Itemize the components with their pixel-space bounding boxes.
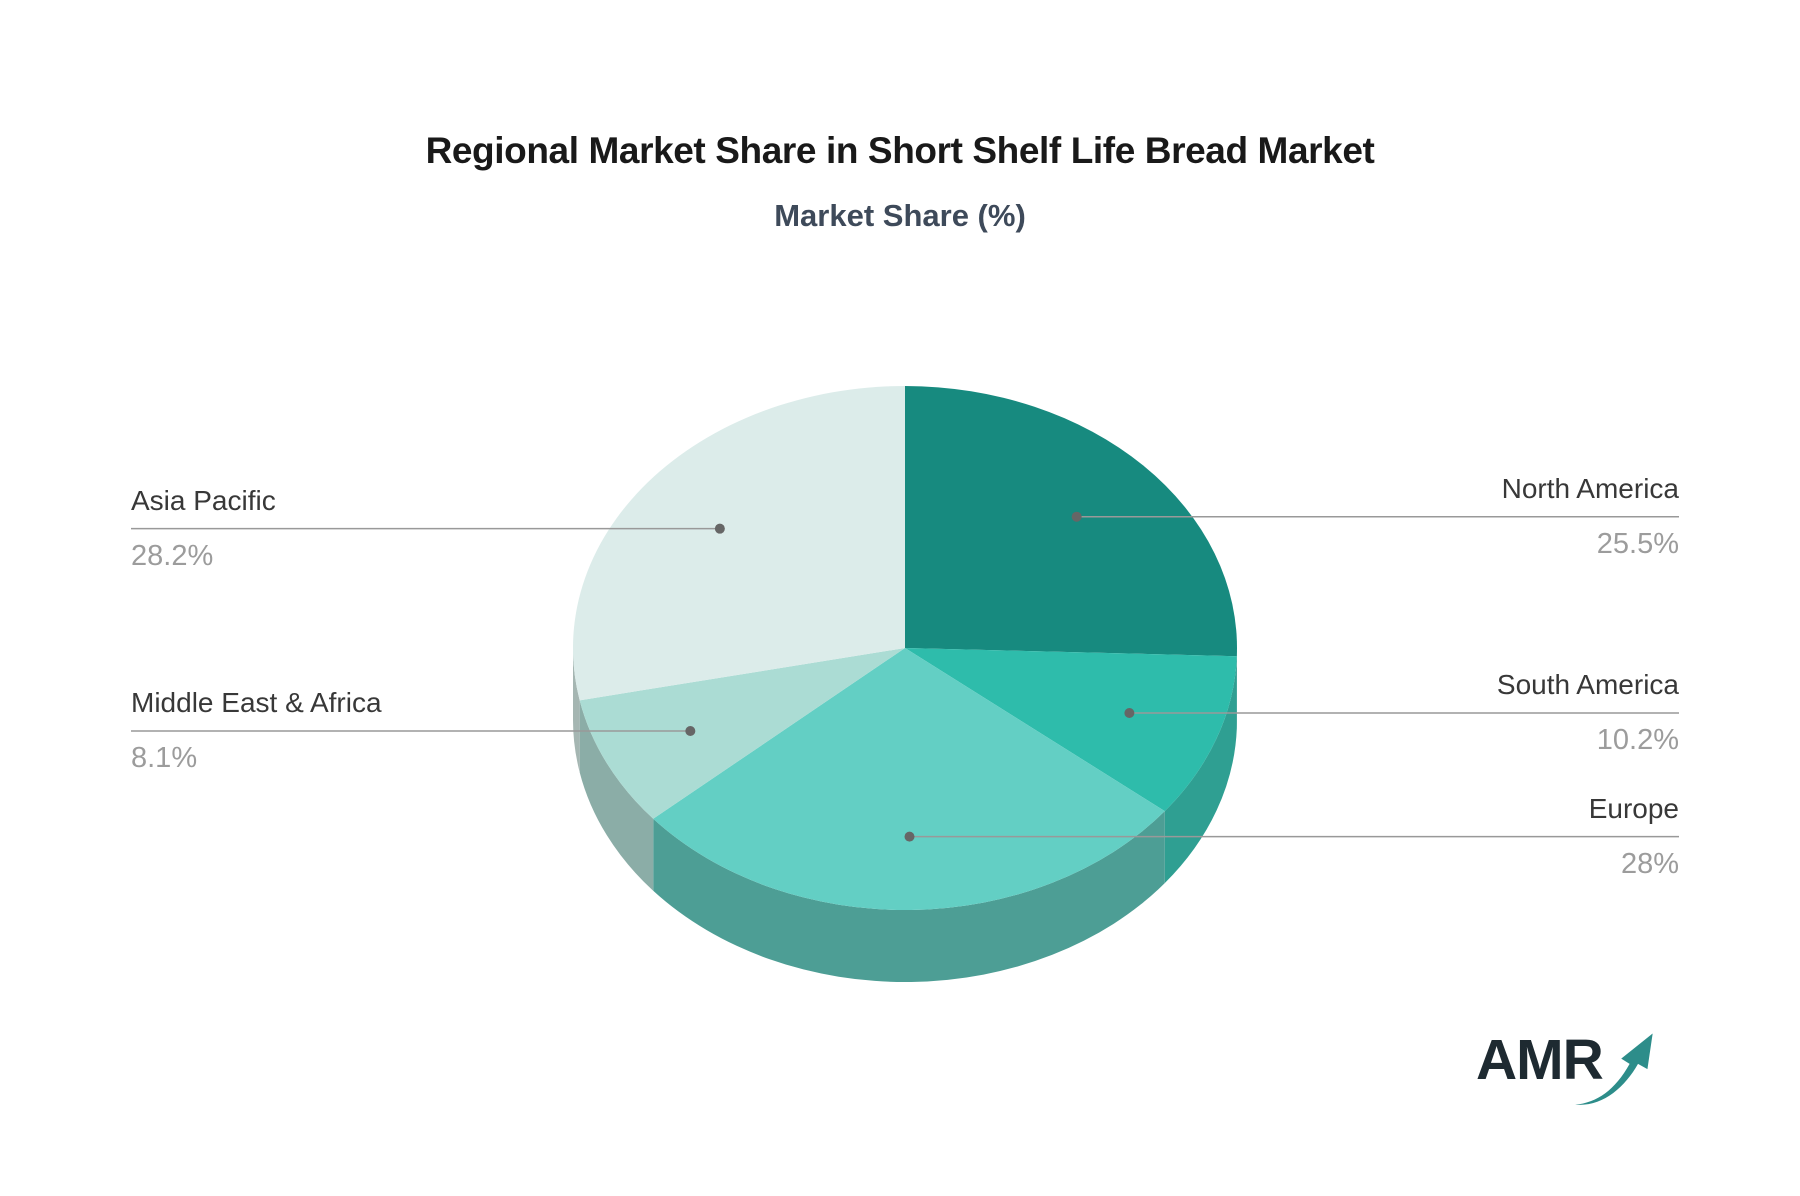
pie-slice-middle-east-africa[interactable] <box>579 648 905 819</box>
leader-dot-asia-pacific <box>714 523 725 534</box>
pie-label-name-north-america: North America <box>1501 472 1679 504</box>
pie-slice-side-asia-pacific <box>573 648 580 773</box>
pie-label-value-middle-east-africa: 8.1% <box>131 741 198 774</box>
pie-label-name-south-america: South America <box>1496 669 1679 700</box>
pie-slice-europe[interactable] <box>653 648 1165 911</box>
leader-dot-north-america <box>1071 511 1082 522</box>
amr-logo-arrow-icon <box>1575 1033 1653 1105</box>
leader-dot-europe <box>904 831 915 842</box>
chart-subtitle: Market Share (%) <box>774 198 1026 233</box>
pie-slice-south-america[interactable] <box>905 648 1237 812</box>
pie-label-name-asia-pacific: Asia Pacific <box>131 484 276 516</box>
pie-slice-asia-pacific[interactable] <box>573 386 905 701</box>
amr-logo: AMR <box>1476 1030 1666 1110</box>
amr-logo-text: AMR <box>1476 1028 1604 1092</box>
chart-title: Regional Market Share in Short Shelf Lif… <box>425 130 1375 171</box>
pie-label-name-europe: Europe <box>1588 792 1679 824</box>
pie-slice-side-south-america <box>1164 656 1237 884</box>
pie-slice-side-europe <box>653 811 1165 983</box>
pie-label-value-europe: 28% <box>1620 847 1679 880</box>
pie-label-value-asia-pacific: 28.2% <box>131 539 214 572</box>
pie-label-value-north-america: 25.5% <box>1596 527 1679 560</box>
pie-slice-north-america[interactable] <box>905 386 1237 657</box>
pie-slice-side-middle-east-africa <box>579 700 654 891</box>
pie-label-name-middle-east-africa: Middle East & Africa <box>131 686 382 718</box>
pie-label-value-south-america: 10.2% <box>1596 724 1679 756</box>
leader-dot-middle-east-africa <box>685 725 696 736</box>
leader-dot-south-america <box>1124 708 1135 719</box>
